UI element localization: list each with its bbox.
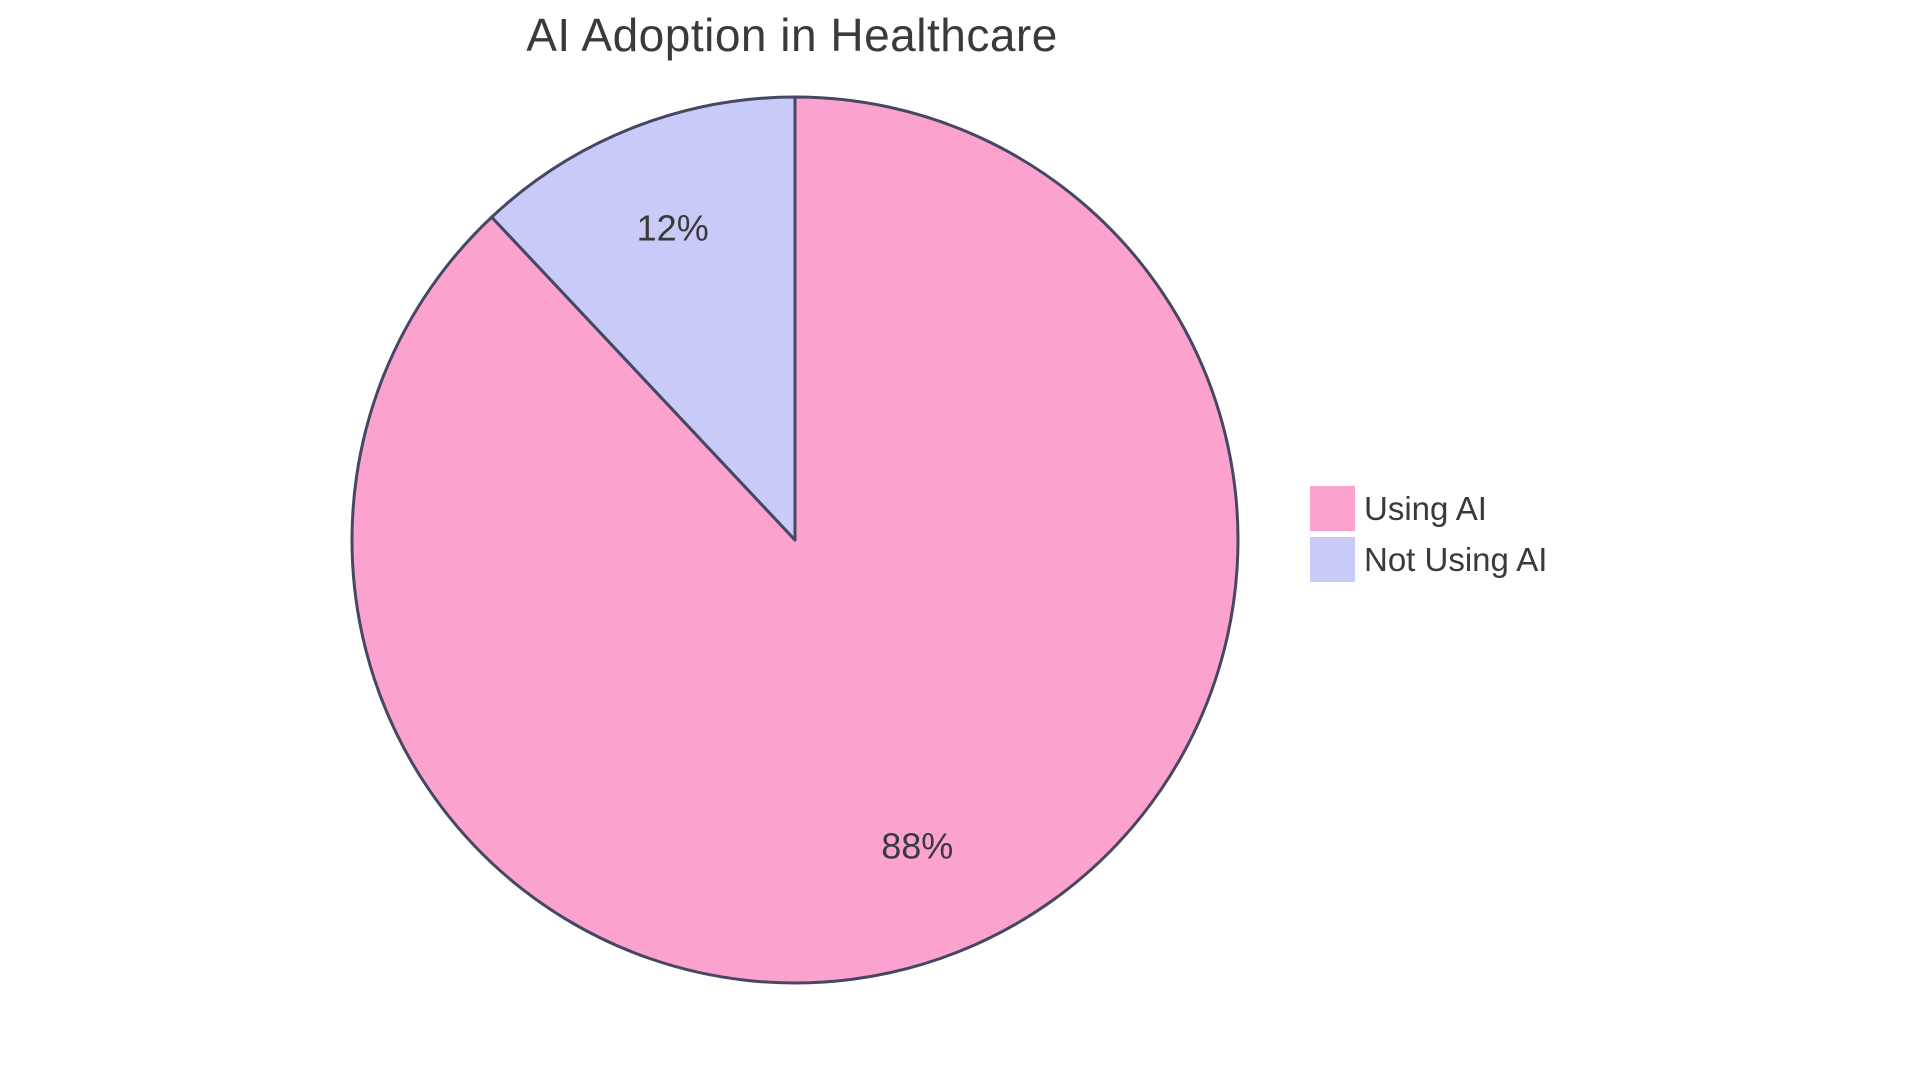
legend: Using AI Not Using AI bbox=[1310, 486, 1547, 582]
legend-swatch bbox=[1310, 486, 1355, 531]
chart-title: AI Adoption in Healthcare bbox=[526, 9, 1058, 61]
pie-slice-not-using-ai[interactable] bbox=[490, 95, 797, 542]
pie-slice-using-ai[interactable] bbox=[350, 95, 1240, 985]
legend-item-not-using-ai[interactable]: Not Using AI bbox=[1310, 537, 1547, 582]
legend-label: Using AI bbox=[1364, 490, 1487, 527]
legend-item-using-ai[interactable]: Using AI bbox=[1310, 486, 1547, 531]
legend-swatch bbox=[1310, 537, 1355, 582]
legend-label: Not Using AI bbox=[1364, 541, 1548, 578]
